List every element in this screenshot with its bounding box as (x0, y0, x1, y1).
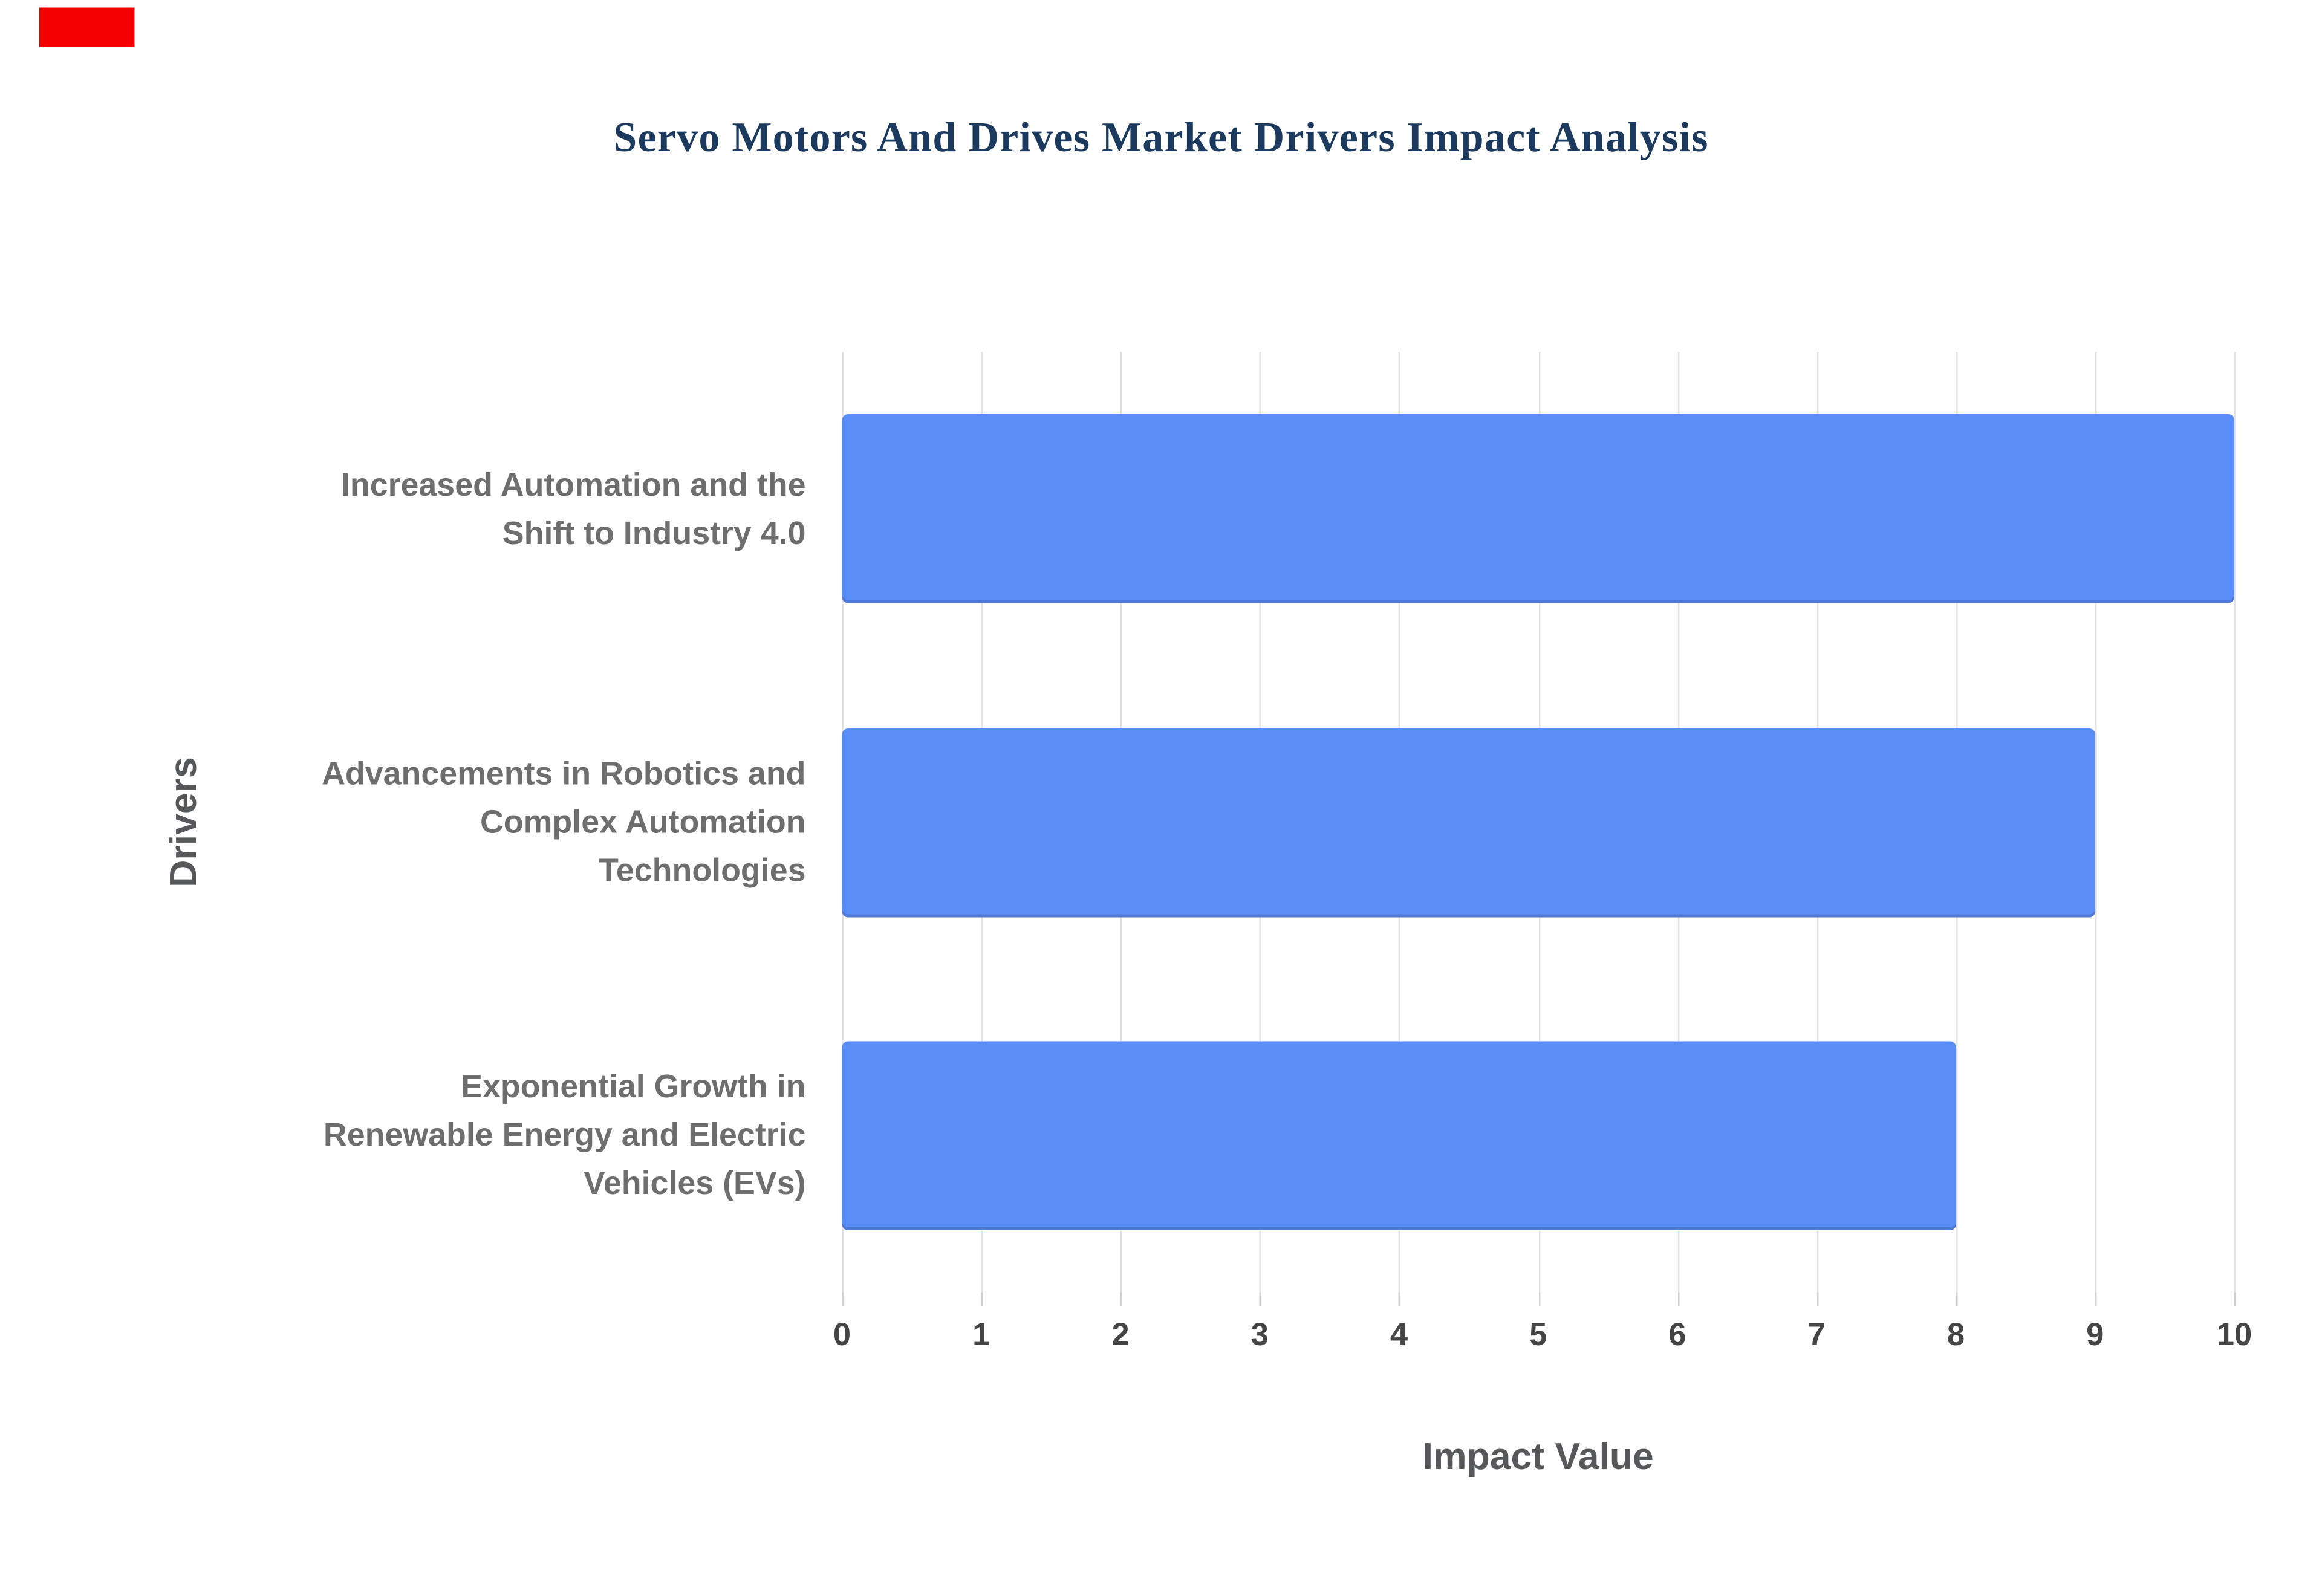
x-tick-mark (842, 1292, 844, 1306)
x-tick-mark (1538, 1292, 1540, 1306)
category-labels: Increased Automation and the Shift to Ind… (212, 352, 806, 1293)
x-tick-mark (1260, 1292, 1261, 1306)
red-marker (39, 7, 135, 47)
bar-0 (842, 414, 2234, 603)
bar-1 (842, 727, 2095, 917)
x-tick-mark (2234, 1292, 2236, 1306)
bar-2 (842, 1041, 1956, 1230)
x-tick-label: 5 (1529, 1318, 1547, 1353)
x-tick-label: 10 (2216, 1318, 2252, 1353)
category-label-line: Technologies (599, 852, 806, 889)
category-label-line: Increased Automation and the (340, 466, 806, 503)
x-tick-labels: 0 1 2 3 4 5 6 7 8 9 10 (833, 1318, 2252, 1363)
x-tick-label: 8 (1946, 1318, 1965, 1353)
category-label-line: Complex Automation (480, 804, 806, 840)
gridline (2095, 352, 2097, 1293)
x-tick-mark (981, 1292, 983, 1306)
category-label-line: Shift to Industry 4.0 (502, 514, 806, 551)
plot-area (842, 352, 2236, 1293)
x-tick-label: 6 (1668, 1318, 1686, 1353)
category-label-2: Exponential Growth in Renewable Energy an… (212, 1063, 806, 1208)
x-tick-label: 2 (1111, 1318, 1130, 1353)
y-axis-title: Drivers (162, 757, 205, 887)
x-tick-marks (842, 1292, 2236, 1308)
x-tick-label: 1 (972, 1318, 990, 1353)
category-label-1: Advancements in Robotics and Complex Auto… (212, 750, 806, 895)
x-tick-label: 7 (1807, 1318, 1826, 1353)
category-label-line: Vehicles (EVs) (584, 1166, 806, 1202)
x-tick-mark (1816, 1292, 1818, 1306)
x-tick-label: 4 (1390, 1318, 1408, 1353)
category-label-line: Renewable Energy and Electric (323, 1117, 806, 1154)
x-tick-mark (2095, 1292, 2097, 1306)
category-label-0: Increased Automation and the Shift to Ind… (212, 461, 806, 557)
category-label-line: Advancements in Robotics and (322, 756, 806, 792)
x-tick-mark (1956, 1292, 1957, 1306)
x-axis-title: Impact Value (1422, 1436, 1654, 1478)
x-tick-label: 0 (833, 1318, 851, 1353)
x-tick-mark (1677, 1292, 1679, 1306)
x-tick-label: 9 (2086, 1318, 2104, 1353)
x-tick-label: 3 (1250, 1318, 1269, 1353)
gridline (2234, 352, 2236, 1293)
category-label-line: Exponential Growth in (461, 1069, 806, 1106)
x-tick-mark (1399, 1292, 1400, 1306)
chart-title: Servo Motors And Drives Market Drivers I… (613, 115, 1709, 162)
x-tick-mark (1120, 1292, 1122, 1306)
